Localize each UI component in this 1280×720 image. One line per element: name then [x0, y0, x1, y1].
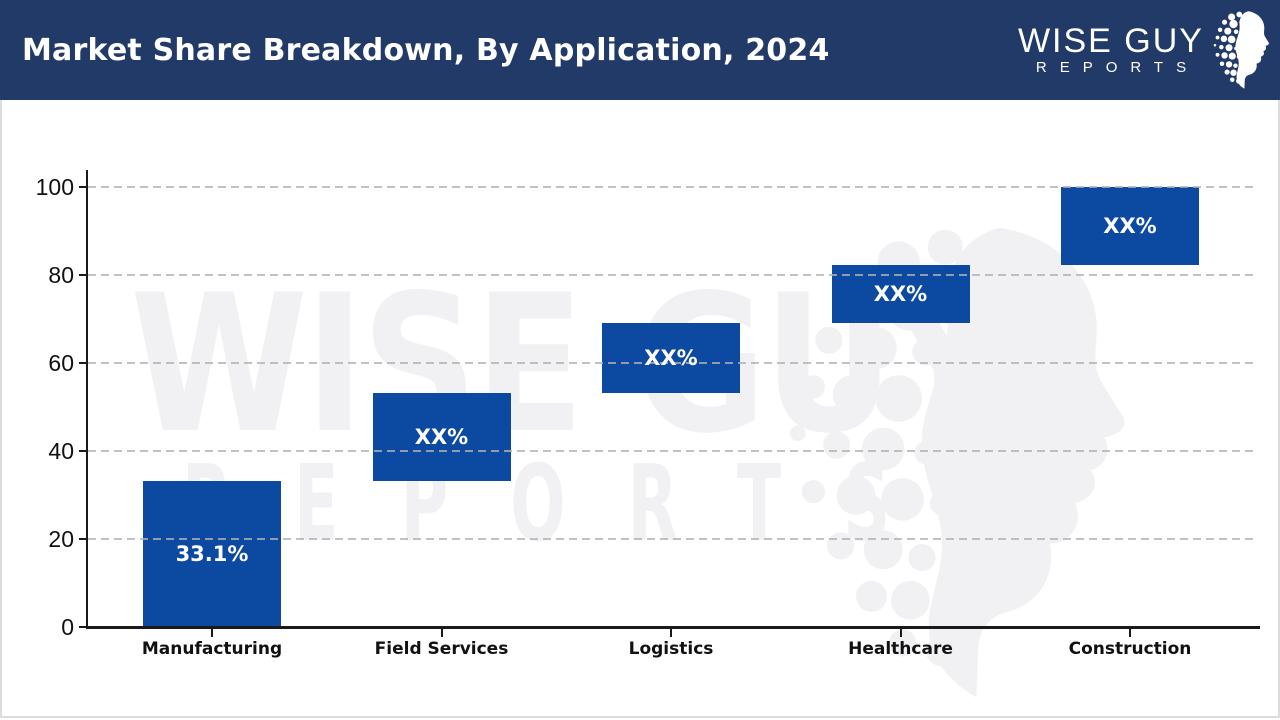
brand-logo-text: WISE GUY REPORTS [1017, 21, 1204, 76]
gridline-60 [88, 362, 1258, 364]
bar-construction [1061, 187, 1199, 266]
y-axis-tick-0 [79, 626, 86, 628]
brand-name: WISE GUY [1017, 21, 1204, 60]
y-axis-tick-label-20: 20 [48, 526, 74, 552]
x-axis-tick-logistics [670, 629, 672, 637]
y-axis-line [86, 170, 88, 627]
x-axis-tick-field-services [440, 629, 443, 637]
page-title: Market Share Breakdown, By Application, … [22, 32, 830, 68]
dotted-head-icon [1213, 11, 1269, 89]
x-axis-line [86, 626, 1260, 629]
gridline-40 [88, 450, 1258, 452]
header: Market Share Breakdown, By Application, … [0, 0, 1280, 100]
y-axis-tick-label-40: 40 [48, 438, 74, 464]
category-label-construction: Construction [1068, 639, 1192, 659]
x-axis-tick-healthcare [899, 629, 902, 637]
y-axis-tick-label-60: 60 [48, 350, 74, 376]
bar-value-label-healthcare: XX% [873, 282, 928, 307]
x-axis-tick-manufacturing [211, 629, 213, 637]
page-border [0, 100, 1280, 718]
brand-subtitle: REPORTS [1035, 58, 1200, 76]
y-axis-tick-60 [79, 362, 86, 364]
bar-logistics [602, 322, 740, 393]
bar-value-label-logistics: XX% [644, 345, 698, 370]
y-axis-tick-label-100: 100 [35, 174, 74, 200]
y-axis-tick-label-0: 0 [61, 614, 74, 640]
bar-value-label-field-services: XX% [414, 425, 469, 450]
bar-manufacturing [143, 481, 281, 627]
category-label-manufacturing: Manufacturing [141, 639, 283, 659]
bar-value-label-construction: XX% [1103, 214, 1157, 239]
y-axis-tick-20 [79, 538, 86, 540]
gridline-100 [88, 186, 1258, 188]
category-label-healthcare: Healthcare [848, 639, 953, 659]
category-label-field-services: Field Services [374, 639, 509, 659]
y-axis-tick-40 [79, 450, 86, 452]
gridline-80 [88, 274, 1258, 276]
x-axis-tick-construction [1129, 629, 1131, 637]
bar-value-label-manufacturing: 33.1% [175, 542, 249, 567]
gridline-20 [88, 538, 1258, 540]
y-axis-tick-80 [79, 274, 86, 276]
y-axis-tick-100 [79, 186, 86, 188]
brand-logo: WISE GUY REPORTS [1018, 7, 1270, 93]
y-axis-tick-label-80: 80 [48, 262, 74, 288]
category-label-logistics: Logistics [628, 639, 714, 659]
bar-field-services [372, 392, 511, 482]
